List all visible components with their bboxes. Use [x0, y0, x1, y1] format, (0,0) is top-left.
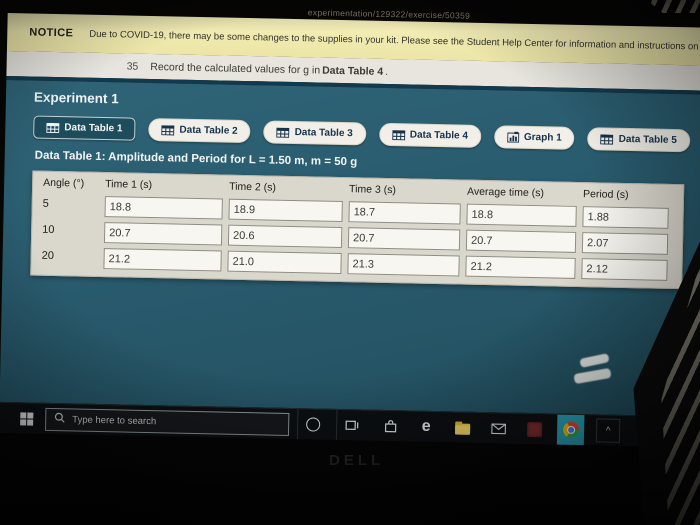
photos-button[interactable]	[519, 414, 550, 445]
row1-angle: 10	[42, 223, 55, 237]
column-header-time3: Time 3 (s)	[348, 183, 397, 197]
table-cell	[103, 222, 228, 246]
edge-icon: e	[421, 417, 431, 435]
step-text: Record the calculated values for g in	[150, 60, 321, 77]
table-cell	[582, 206, 674, 229]
row1-time1-input[interactable]	[103, 222, 223, 246]
data-table-grid: Angle (°) Time 1 (s) Time 2 (s) Time 3 (…	[41, 177, 675, 281]
row2-time1-input[interactable]	[103, 248, 222, 272]
table-cell	[581, 232, 674, 255]
row2-period-input[interactable]	[581, 258, 668, 281]
row1-period-input[interactable]	[581, 232, 669, 255]
tab-label: Data Table 5	[618, 133, 677, 147]
photos-icon	[526, 421, 542, 437]
row0-time2-input[interactable]	[228, 198, 343, 223]
data-table-tabs: Data Table 1 Data Table 2 Data Table 3 D…	[33, 115, 700, 153]
row0-time3-input[interactable]	[348, 201, 461, 225]
mail-icon	[490, 422, 506, 434]
folder-icon	[454, 422, 470, 435]
store-button[interactable]	[375, 411, 406, 442]
url-fragment: experimentation/129322/exercise/50359	[307, 7, 471, 21]
notice-text: Due to COVID-19, there may be some chang…	[89, 28, 700, 54]
cortana-button[interactable]	[298, 409, 329, 440]
table-icon	[46, 122, 60, 133]
row2-time3-input[interactable]	[347, 253, 460, 277]
tab-data-table-1[interactable]: Data Table 1	[33, 115, 136, 141]
experiment-panel: Experiment 1 Data Table 1 Data Table 2 D…	[0, 79, 700, 417]
table-cell	[347, 227, 466, 251]
column-header-time2: Time 2 (s)	[229, 180, 277, 194]
search-placeholder: Type here to search	[72, 413, 157, 427]
tab-data-table-2[interactable]: Data Table 2	[148, 117, 251, 144]
row2-avg-input[interactable]	[465, 255, 576, 279]
table-cell	[581, 258, 673, 281]
windows-logo-icon	[19, 411, 33, 426]
step-number: 35	[126, 60, 139, 73]
mail-button[interactable]	[483, 413, 514, 444]
table-cell	[466, 203, 582, 227]
dell-logo: DELL	[329, 452, 385, 469]
table-cell	[465, 255, 581, 279]
graph-icon	[506, 131, 520, 143]
tab-label: Data Table 1	[64, 122, 123, 135]
row2-time2-input[interactable]	[227, 250, 342, 275]
step-text-bold: Data Table 4	[322, 64, 384, 78]
tab-data-table-4[interactable]: Data Table 4	[378, 122, 482, 148]
tab-label: Graph 1	[523, 131, 562, 144]
row0-period-input[interactable]	[582, 206, 669, 229]
column-header-period: Period (s)	[582, 188, 629, 202]
row2-angle: 20	[41, 249, 55, 263]
column-header-angle: Angle (°)	[43, 176, 85, 190]
cortana-icon	[306, 417, 321, 432]
table-icon	[600, 133, 614, 145]
table-cell	[465, 229, 582, 253]
edge-button[interactable]: e	[411, 412, 442, 443]
row1-time3-input[interactable]	[347, 227, 461, 251]
row0-time1-input[interactable]	[104, 196, 223, 220]
search-icon	[54, 412, 65, 426]
table-cell	[227, 250, 347, 275]
tray-chevron-icon[interactable]: ^	[595, 418, 621, 443]
row1-time2-input[interactable]	[227, 224, 343, 249]
step-text-suffix: .	[385, 65, 389, 78]
data-table-panel: Angle (°) Time 1 (s) Time 2 (s) Time 3 (…	[30, 170, 685, 290]
table-cell	[348, 201, 466, 225]
column-header-avg: Average time (s)	[466, 185, 545, 200]
chrome-icon	[562, 421, 579, 439]
tab-data-table-3[interactable]: Data Table 3	[263, 120, 367, 146]
table-icon	[161, 124, 175, 136]
tab-label: Data Table 4	[409, 129, 469, 142]
blinds-reflection	[647, 0, 700, 13]
file-explorer-button[interactable]	[447, 412, 478, 443]
taskbar-search-input[interactable]: Type here to search	[44, 407, 290, 436]
notice-label: NOTICE	[29, 26, 74, 40]
row0-avg-input[interactable]	[466, 203, 577, 227]
table-icon	[276, 127, 290, 138]
table-cell	[103, 248, 227, 272]
table-cell	[104, 196, 228, 220]
tab-label: Data Table 3	[294, 127, 353, 140]
table-cell	[227, 224, 348, 249]
store-icon	[384, 419, 396, 432]
table-cell	[228, 198, 348, 223]
task-view-button[interactable]	[337, 410, 368, 441]
start-button[interactable]	[11, 403, 42, 434]
table-icon	[391, 129, 405, 140]
tab-graph-1[interactable]: Graph 1	[493, 125, 575, 150]
column-header-time1: Time 1 (s)	[105, 178, 153, 192]
tab-label: Data Table 2	[179, 124, 238, 137]
row1-avg-input[interactable]	[465, 229, 577, 253]
experiment-title: Experiment 1	[33, 89, 119, 107]
tab-data-table-5[interactable]: Data Table 5	[587, 127, 691, 153]
row0-angle: 5	[42, 197, 49, 210]
chrome-button[interactable]	[556, 414, 585, 446]
table-cell	[347, 253, 465, 277]
task-view-icon	[345, 420, 359, 430]
